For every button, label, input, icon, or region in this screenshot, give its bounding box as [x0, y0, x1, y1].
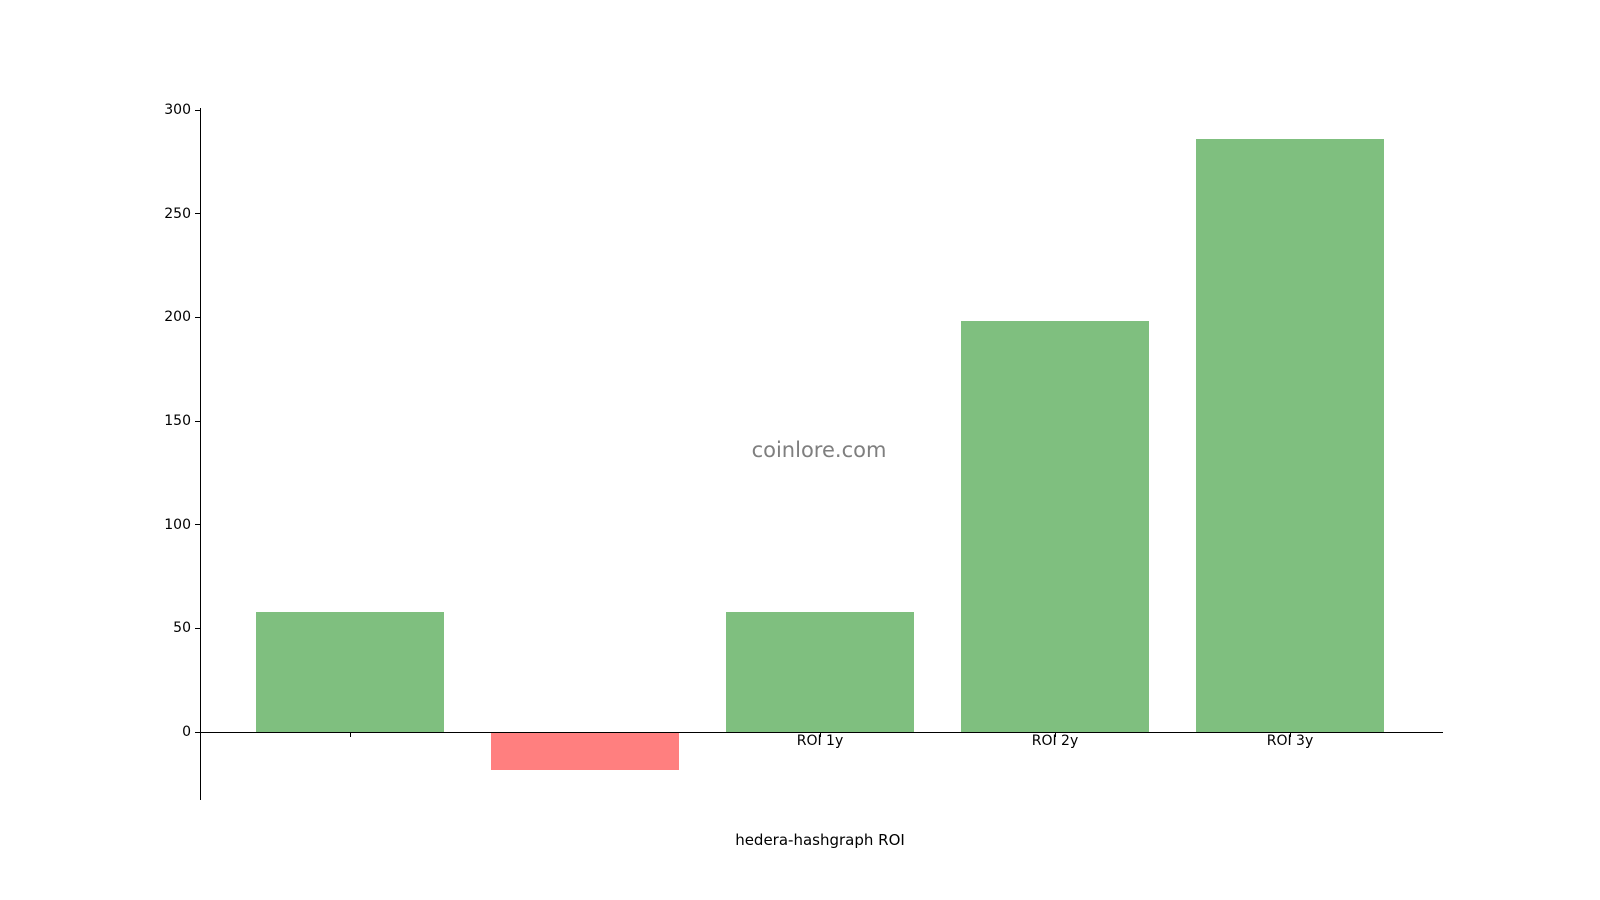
- y-tick-label: 200: [164, 309, 191, 326]
- bar-roi-3y: [1196, 139, 1384, 732]
- x-tick-mark: [349, 732, 351, 737]
- x-tick-mark: [1289, 732, 1291, 737]
- y-tick-label: 0: [182, 724, 191, 740]
- x-tick-label: ROI 1y: [796, 733, 844, 749]
- y-tick-label: 50: [173, 620, 191, 637]
- x-tick-mark: [1054, 732, 1056, 737]
- y-tick-label: 100: [164, 516, 191, 533]
- y-tick-mark: [195, 316, 200, 318]
- bar-roi-1y: [726, 611, 914, 732]
- x-tick-label: ROI 2y: [1031, 733, 1079, 749]
- x-axis-title: hedera-hashgraph ROI: [735, 831, 905, 849]
- y-axis-spine: [200, 108, 201, 800]
- y-tick-mark: [195, 213, 200, 215]
- y-tick-mark: [195, 420, 200, 422]
- x-axis-spine: [196, 732, 1443, 733]
- watermark: coinlore.com: [751, 438, 887, 462]
- y-tick-label: 300: [164, 102, 191, 118]
- x-tick-mark: [819, 732, 821, 737]
- bar-roi-2y: [961, 321, 1149, 732]
- y-tick-mark: [195, 524, 200, 526]
- y-tick-label: 250: [164, 205, 191, 222]
- bar-col-2: [491, 732, 679, 771]
- y-tick-label: 150: [164, 413, 191, 429]
- y-tick-mark: [195, 627, 200, 629]
- x-tick-label: ROI 3y: [1266, 733, 1314, 749]
- y-tick-mark: [195, 109, 200, 111]
- bar-col-1: [256, 611, 444, 732]
